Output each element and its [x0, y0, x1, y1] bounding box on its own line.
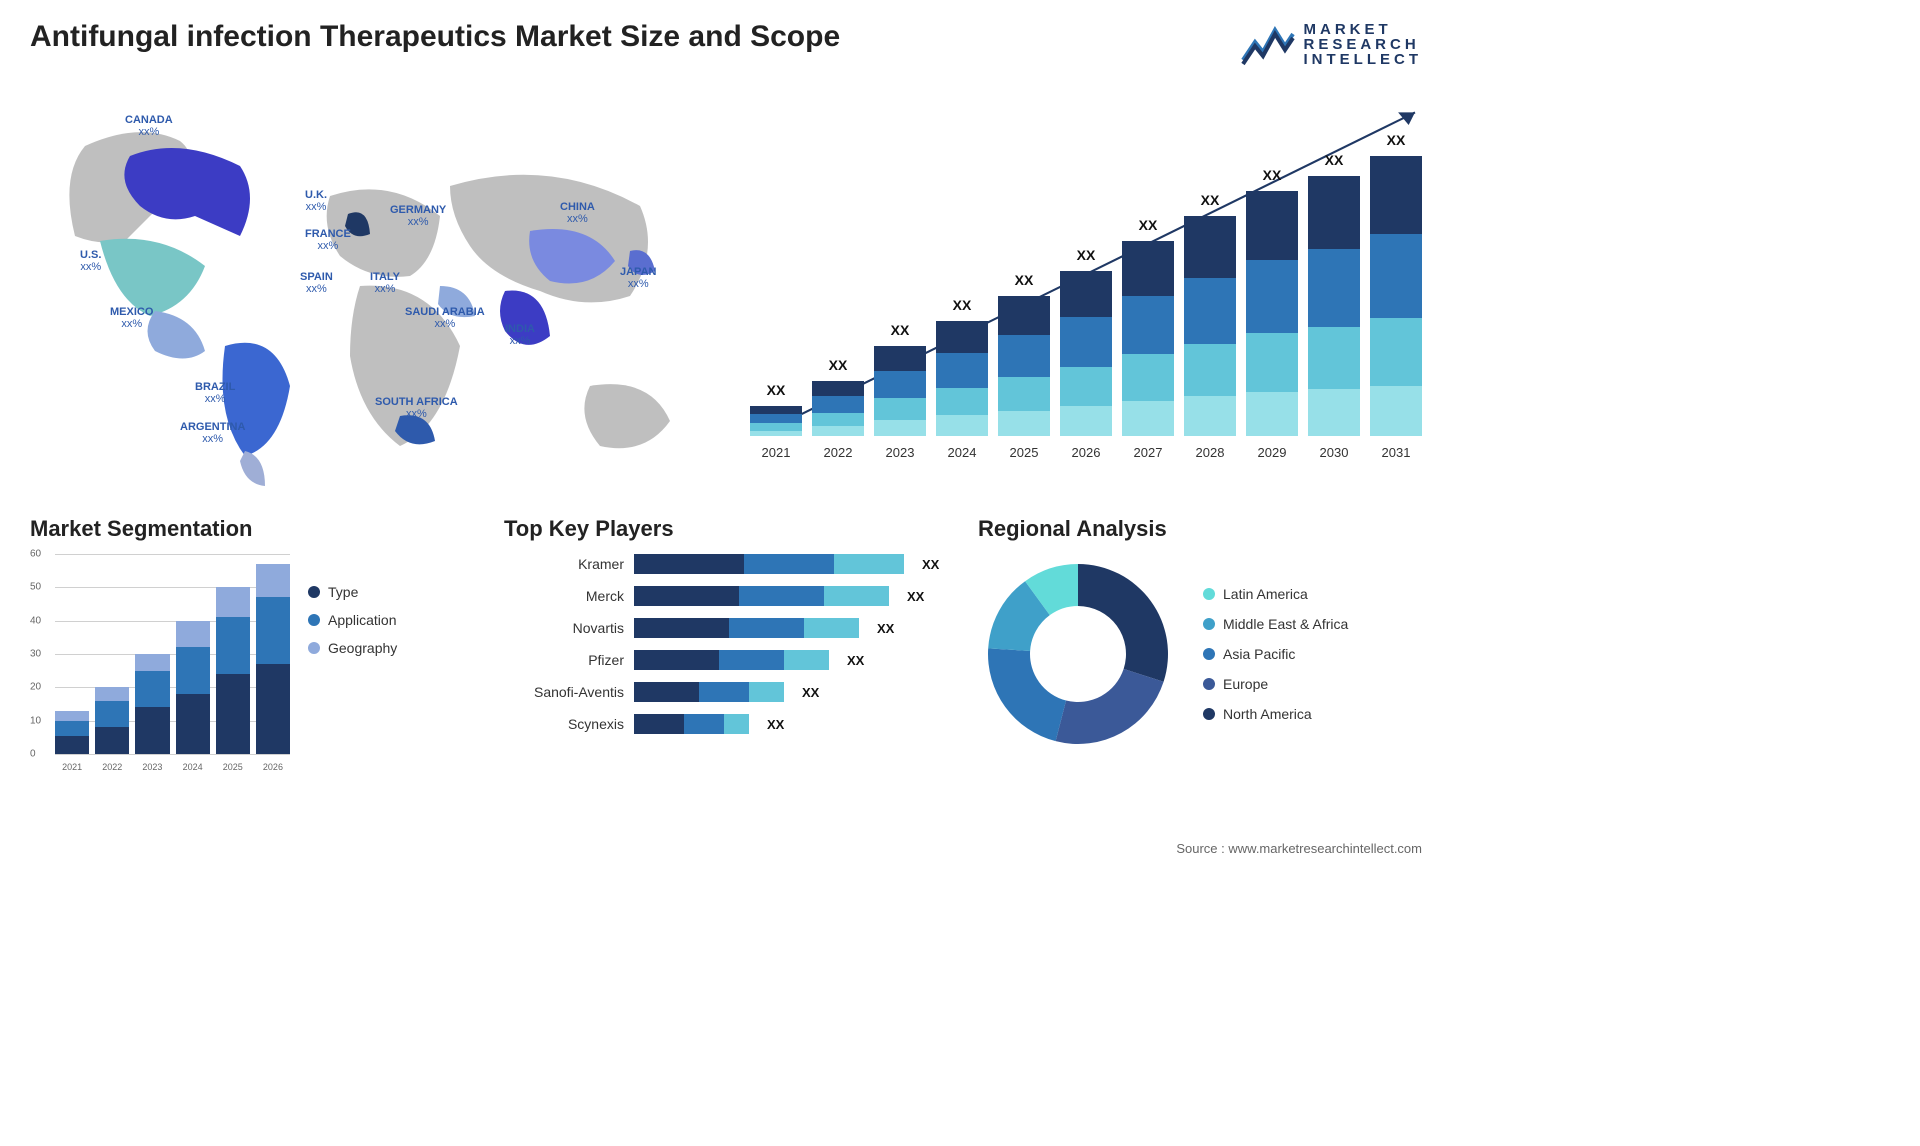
source-text: Source : www.marketresearchintellect.com	[1176, 841, 1422, 856]
players-panel: Top Key Players KramerXX MerckXX NovartisX…	[504, 516, 948, 774]
logo-line2: RESEARCH	[1304, 37, 1423, 52]
player-row: ScynexisXX	[504, 714, 948, 734]
world-map: CANADAxx% U.S.xx% MEXICOxx% BRAZILxx% ARGENT…	[30, 86, 710, 486]
map-label: INDIAxx%	[505, 323, 535, 347]
segmentation-bar: 2024	[176, 621, 210, 754]
segmentation-bar: 2026	[256, 564, 290, 754]
map-label: BRAZILxx%	[195, 381, 235, 405]
growth-stacked-chart: XX2021XX2022XX2023XX2024XX2025XX2026XX20…	[750, 86, 1422, 466]
legend-item: North America	[1203, 706, 1348, 722]
logo-line1: MARKET	[1304, 22, 1423, 37]
map-label: ITALYxx%	[370, 271, 400, 295]
segmentation-bar: 2023	[135, 654, 169, 754]
legend-item: Type	[308, 584, 397, 600]
segmentation-bar: 2021	[55, 711, 89, 754]
legend-item: Middle East & Africa	[1203, 616, 1348, 632]
legend-item: Geography	[308, 640, 397, 656]
regional-title: Regional Analysis	[978, 516, 1422, 542]
player-row: NovartisXX	[504, 618, 948, 638]
regional-donut	[978, 554, 1178, 754]
segmentation-bar: 2025	[216, 587, 250, 754]
map-label: JAPANxx%	[620, 266, 656, 290]
player-row: MerckXX	[504, 586, 948, 606]
segmentation-bar: 2022	[95, 687, 129, 754]
page-title: Antifungal infection Therapeutics Market…	[30, 20, 840, 54]
stacked-bar: XX2029	[1246, 191, 1298, 436]
segmentation-panel: Market Segmentation 20212022202320242025…	[30, 516, 474, 774]
stacked-bar: XX2025	[998, 296, 1050, 436]
brand-logo: MARKET RESEARCH INTELLECT	[1241, 20, 1423, 68]
stacked-bar: XX2022	[812, 381, 864, 436]
players-title: Top Key Players	[504, 516, 948, 542]
player-row: PfizerXX	[504, 650, 948, 670]
map-label: CANADAxx%	[125, 114, 173, 138]
map-label: SAUDI ARABIAxx%	[405, 306, 485, 330]
map-label: MEXICOxx%	[110, 306, 153, 330]
legend-item: Asia Pacific	[1203, 646, 1348, 662]
legend-item: Application	[308, 612, 397, 628]
map-label: ARGENTINAxx%	[180, 421, 245, 445]
logo-line3: INTELLECT	[1304, 52, 1423, 67]
stacked-bar: XX2030	[1308, 176, 1360, 436]
map-label: SOUTH AFRICAxx%	[375, 396, 458, 420]
map-label: GERMANYxx%	[390, 204, 446, 228]
map-label: SPAINxx%	[300, 271, 333, 295]
stacked-bar: XX2027	[1122, 241, 1174, 436]
player-row: KramerXX	[504, 554, 948, 574]
stacked-bar: XX2026	[1060, 271, 1112, 436]
map-label: U.S.xx%	[80, 249, 101, 273]
player-row: Sanofi-AventisXX	[504, 682, 948, 702]
map-label: FRANCExx%	[305, 228, 351, 252]
stacked-bar: XX2021	[750, 406, 802, 436]
segmentation-title: Market Segmentation	[30, 516, 474, 542]
stacked-bar: XX2024	[936, 321, 988, 436]
stacked-bar: XX2023	[874, 346, 926, 436]
legend-item: Latin America	[1203, 586, 1348, 602]
stacked-bar: XX2031	[1370, 156, 1422, 436]
map-label: U.K.xx%	[305, 189, 327, 213]
map-label: CHINAxx%	[560, 201, 595, 225]
logo-icon	[1241, 20, 1296, 68]
stacked-bar: XX2028	[1184, 216, 1236, 436]
legend-item: Europe	[1203, 676, 1348, 692]
regional-panel: Regional Analysis Latin America Middle Ea…	[978, 516, 1422, 774]
